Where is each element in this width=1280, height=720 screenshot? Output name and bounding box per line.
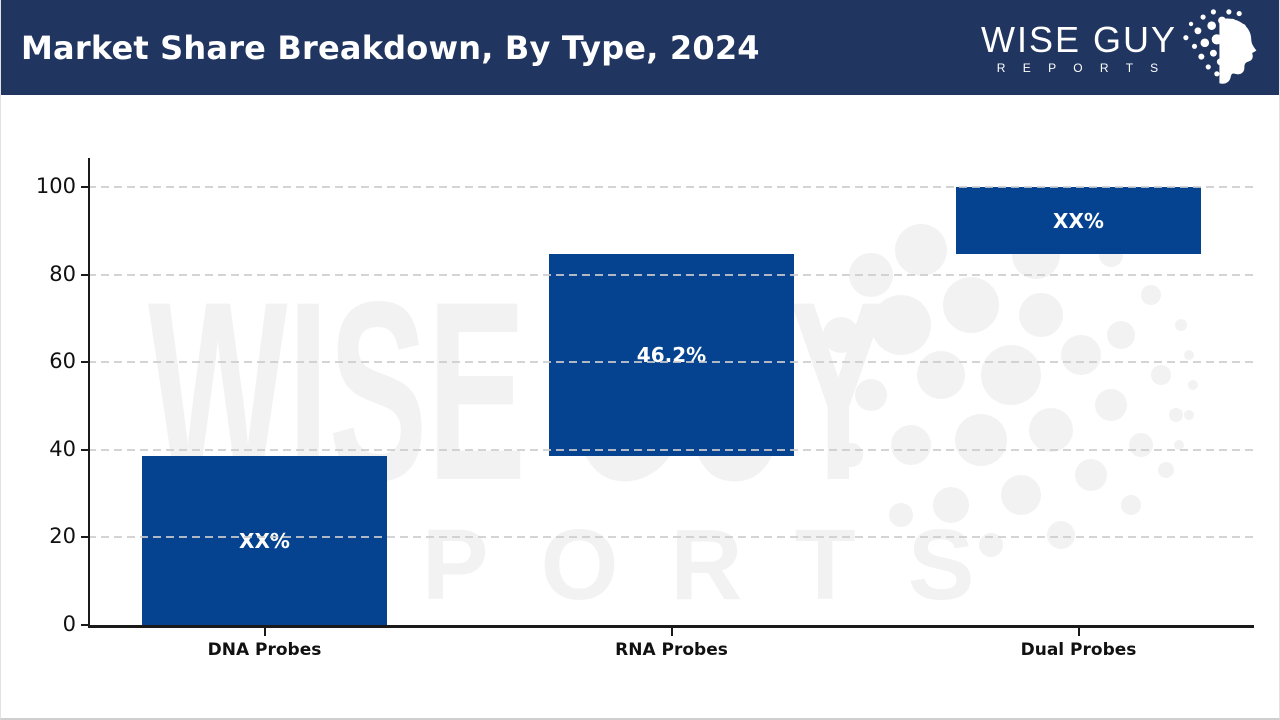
y-axis-line [88, 158, 90, 627]
bar-value-label-dual-probes: XX% [1053, 208, 1104, 233]
bar-rna-probes: 46.2% [549, 254, 794, 457]
bar-dual-probes: XX% [956, 187, 1201, 254]
y-tick-mark-80 [81, 273, 88, 276]
y-tick-label-100: 100 [35, 174, 76, 198]
x-tick-mark-rna-probes [670, 628, 673, 636]
page-title: Market Share Breakdown, By Type, 2024 [21, 28, 760, 67]
logo-wordmark: WISE GUY [980, 18, 1177, 60]
x-axis-line [88, 625, 1254, 628]
gridline-y-100 [88, 186, 1254, 188]
watermark-dotted-head [823, 217, 1198, 557]
y-tick-label-40: 40 [49, 436, 76, 461]
header-bar: Market Share Breakdown, By Type, 2024 WI… [1, 0, 1279, 95]
gridline-y-80 [88, 273, 1254, 276]
y-tick-label-60: 60 [49, 349, 76, 374]
y-tick-mark-60 [81, 361, 88, 364]
y-tick-mark-20 [81, 536, 88, 539]
x-tick-mark-dual-probes [1077, 628, 1080, 636]
wise-guy-logo: WISE GUY R E P O R T S [981, 5, 1265, 91]
y-tick-mark-0 [81, 624, 88, 626]
y-tick-label-80: 80 [49, 261, 76, 286]
gridline-y-60 [88, 361, 1254, 364]
y-tick-mark-100 [81, 186, 88, 188]
logo-text: WISE GUY R E P O R T S [980, 18, 1177, 75]
logo-subtitle: R E P O R T S [996, 60, 1166, 75]
gridline-y-20 [88, 536, 1254, 539]
y-tick-mark-40 [81, 448, 88, 451]
gridline-y-40 [88, 448, 1254, 451]
bar-value-label-rna-probes: 46.2% [636, 343, 707, 368]
category-label-rna-probes: RNA Probes [615, 640, 728, 660]
x-tick-mark-dna-probes [263, 628, 266, 636]
bar-dna-probes: XX% [142, 456, 387, 625]
dotted-head-icon [1183, 8, 1257, 84]
category-label-dual-probes: Dual Probes [1020, 640, 1137, 660]
y-tick-label-20: 20 [49, 524, 76, 549]
y-tick-label-0: 0 [62, 612, 76, 636]
category-label-dna-probes: DNA Probes [207, 640, 322, 660]
bar-value-label-dna-probes: XX% [239, 528, 290, 553]
